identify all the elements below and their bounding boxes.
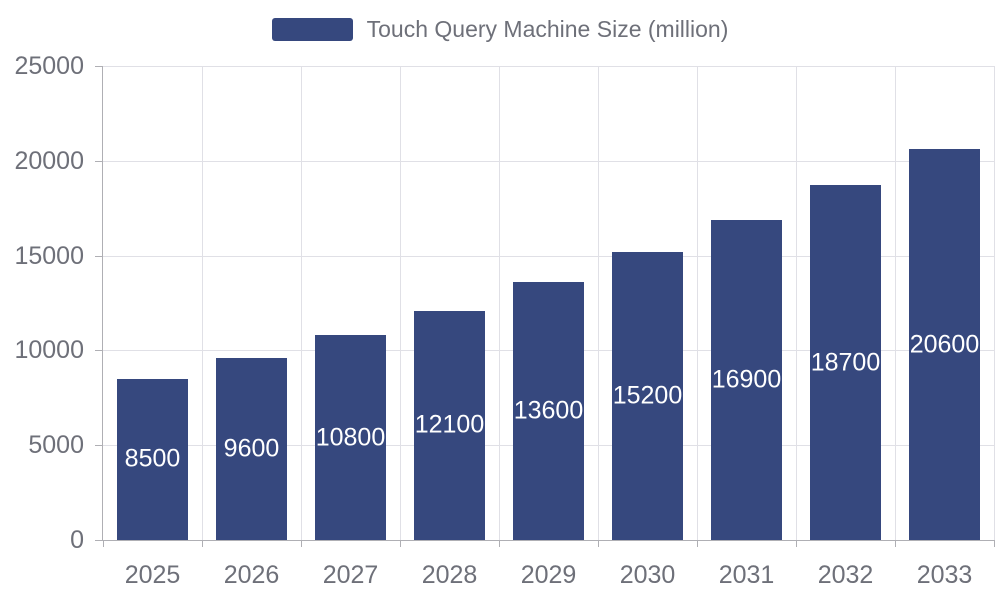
bar-value-label: 12100: [414, 410, 485, 439]
y-axis-tick: [95, 445, 102, 446]
gridline-vertical: [994, 66, 995, 540]
bar[interactable]: 13600: [512, 282, 585, 540]
gridline-vertical: [895, 66, 896, 540]
x-axis-tick: [202, 540, 203, 547]
gridline-horizontal: [103, 66, 994, 67]
gridline-vertical: [499, 66, 500, 540]
x-axis-tick-label: 2025: [124, 561, 181, 589]
bar[interactable]: 10800: [314, 335, 387, 540]
y-axis-tick-label: 10000: [14, 336, 84, 364]
x-axis-tick-label: 2033: [916, 561, 973, 589]
bar-value-label: 9600: [223, 434, 280, 463]
x-axis-tick: [301, 540, 302, 547]
gridline-vertical: [796, 66, 797, 540]
bar-value-label: 13600: [513, 396, 584, 425]
x-axis-tick-label: 2030: [619, 561, 676, 589]
bar-value-label: 15200: [612, 381, 683, 410]
bar-value-label: 18700: [810, 348, 881, 377]
x-axis-tick: [895, 540, 896, 547]
y-axis-tick-label: 25000: [14, 52, 84, 80]
gridline-vertical: [598, 66, 599, 540]
plot-area: 0 5000 10000 15000 20000 25000 2025 8500 2026 960…: [14, 52, 995, 589]
x-axis-tick: [697, 540, 698, 547]
x-axis-tick-label: 2031: [718, 561, 775, 589]
bar[interactable]: 15200: [611, 251, 684, 540]
gridline-vertical: [400, 66, 401, 540]
y-axis-tick-label: 20000: [14, 147, 84, 175]
legend-swatch: [271, 18, 353, 41]
bar-value-label: 10800: [315, 423, 386, 452]
bar-value-label: 20600: [909, 330, 980, 359]
y-axis-tick-label: 15000: [14, 242, 84, 270]
bar[interactable]: 8500: [116, 378, 189, 540]
bar-value-label: 16900: [711, 365, 782, 394]
gridline-horizontal: [103, 161, 994, 162]
bar[interactable]: 9600: [215, 357, 288, 540]
y-axis-tick: [95, 540, 102, 541]
gridline-vertical: [697, 66, 698, 540]
gridline-vertical: [202, 66, 203, 540]
x-axis-tick: [103, 540, 104, 547]
gridline-horizontal: [103, 256, 994, 257]
bar[interactable]: 20600: [908, 149, 981, 540]
x-axis-tick-label: 2027: [322, 561, 379, 589]
legend-label: Touch Query Machine Size (million): [366, 16, 729, 42]
bar[interactable]: 12100: [413, 310, 486, 540]
bar[interactable]: 16900: [710, 219, 783, 540]
x-axis-tick-label: 2028: [421, 561, 478, 589]
bar[interactable]: 18700: [809, 185, 882, 540]
x-axis-tick: [499, 540, 500, 547]
x-axis-tick-label: 2026: [223, 561, 280, 589]
x-axis-tick: [400, 540, 401, 547]
bar-value-label: 8500: [124, 444, 181, 473]
legend[interactable]: Touch Query Machine Size (million): [0, 16, 1000, 43]
x-axis-tick-label: 2029: [520, 561, 577, 589]
y-axis-tick-label: 0: [70, 526, 84, 554]
y-axis-tick: [95, 66, 102, 67]
x-axis-tick: [994, 540, 995, 547]
x-axis-tick: [598, 540, 599, 547]
x-axis-tick: [796, 540, 797, 547]
y-axis-tick: [95, 161, 102, 162]
gridline-vertical: [301, 66, 302, 540]
y-axis-tick-label: 5000: [28, 431, 84, 459]
x-axis-tick-label: 2032: [817, 561, 874, 589]
y-axis-tick: [95, 256, 102, 257]
y-axis-tick: [95, 350, 102, 351]
